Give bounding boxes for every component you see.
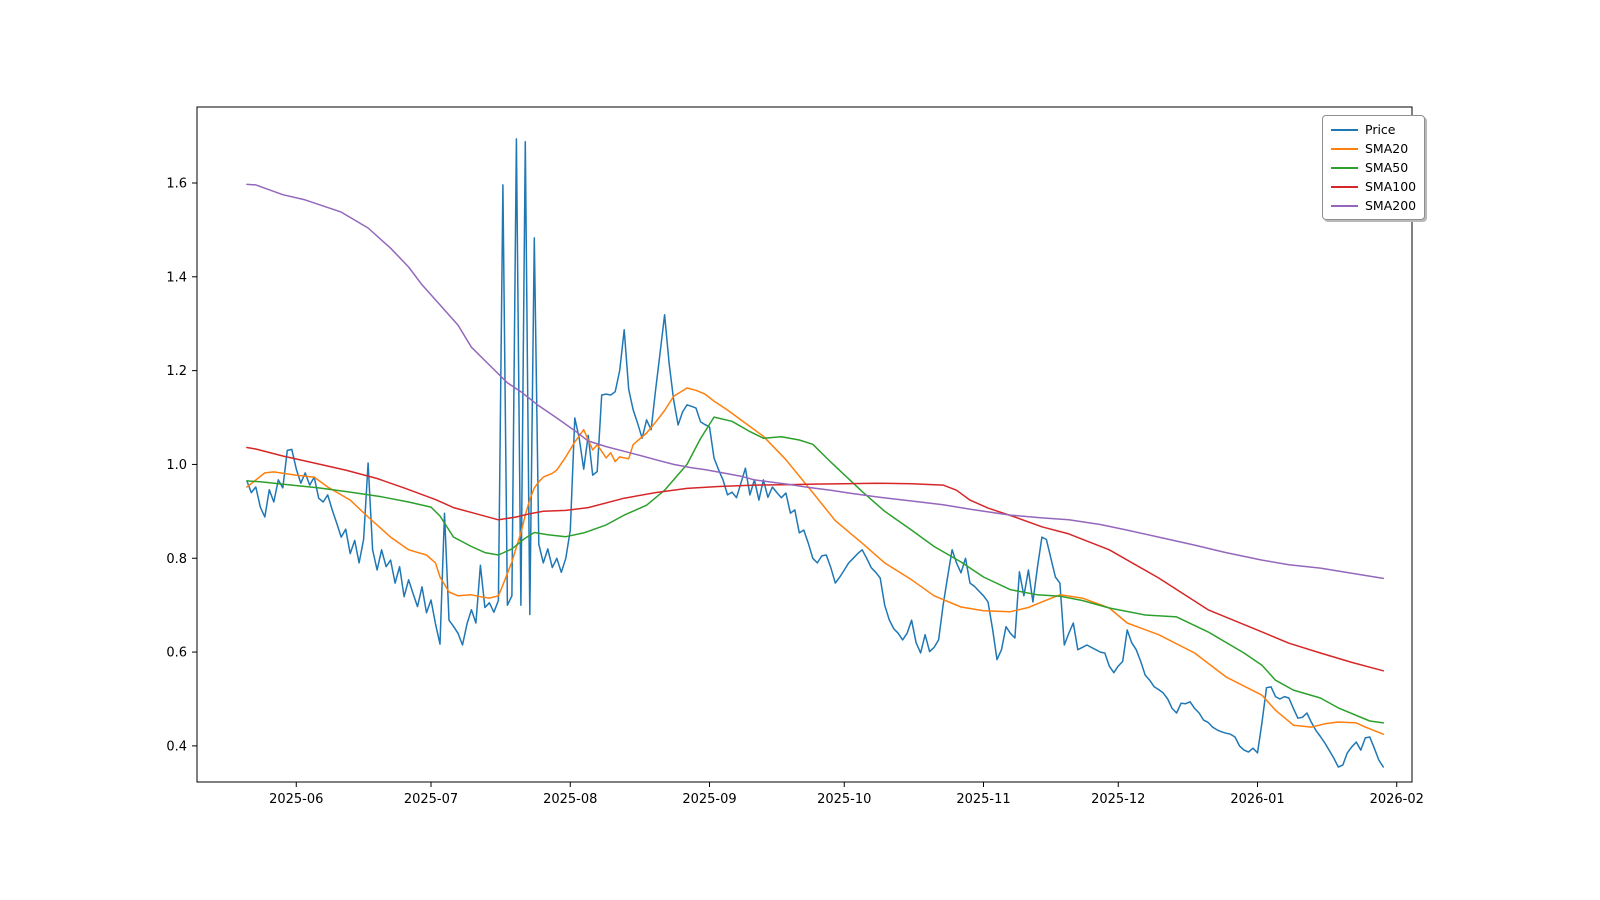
x-tick-label: 2025-10 xyxy=(817,792,871,807)
y-tick-label: 1.6 xyxy=(166,176,187,191)
legend-label-sma100: SMA100 xyxy=(1365,179,1417,194)
x-tick-label: 2025-07 xyxy=(404,792,458,807)
x-tick-label: 2025-11 xyxy=(956,792,1010,807)
series-line-sma200 xyxy=(246,183,1385,580)
x-tick-label: 2026-01 xyxy=(1230,792,1284,807)
legend-item-sma50: SMA50 xyxy=(1331,158,1416,177)
series-line-sma20 xyxy=(246,387,1385,735)
legend-item-sma20: SMA20 xyxy=(1331,139,1416,158)
legend-label-sma50: SMA50 xyxy=(1365,160,1409,175)
plot-border xyxy=(196,106,1413,783)
y-tick-label: 1.4 xyxy=(166,270,187,285)
sma50-line-swatch xyxy=(1331,166,1358,169)
legend-item-price: Price xyxy=(1331,120,1416,139)
sma20-line-swatch xyxy=(1331,147,1358,150)
legend-label-price: Price xyxy=(1365,122,1396,137)
sma100-line-swatch xyxy=(1331,185,1358,188)
y-tick-label: 0.8 xyxy=(166,552,187,567)
x-tick-label: 2025-06 xyxy=(269,792,323,807)
series-line-sma100 xyxy=(246,446,1385,672)
x-tick-label: 2025-09 xyxy=(682,792,736,807)
legend: Price SMA20 SMA50 SMA100 SMA200 xyxy=(1322,115,1426,220)
y-tick-label: 0.4 xyxy=(166,739,187,754)
legend-item-sma100: SMA100 xyxy=(1331,177,1416,196)
series-line-sma50 xyxy=(246,416,1385,724)
series-line-price xyxy=(246,138,1385,768)
legend-label-sma20: SMA20 xyxy=(1365,141,1409,156)
legend-label-sma200: SMA200 xyxy=(1365,198,1417,213)
x-tick-label: 2025-08 xyxy=(543,792,597,807)
x-tick-label: 2026-02 xyxy=(1370,792,1424,807)
sma200-line-swatch xyxy=(1331,204,1358,207)
price-line-swatch xyxy=(1331,128,1358,131)
y-tick-label: 1.0 xyxy=(166,458,187,473)
legend-item-sma200: SMA200 xyxy=(1331,196,1416,215)
y-tick-label: 0.6 xyxy=(166,646,187,661)
x-tick-label: 2025-12 xyxy=(1091,792,1145,807)
y-tick-label: 1.2 xyxy=(166,364,187,379)
